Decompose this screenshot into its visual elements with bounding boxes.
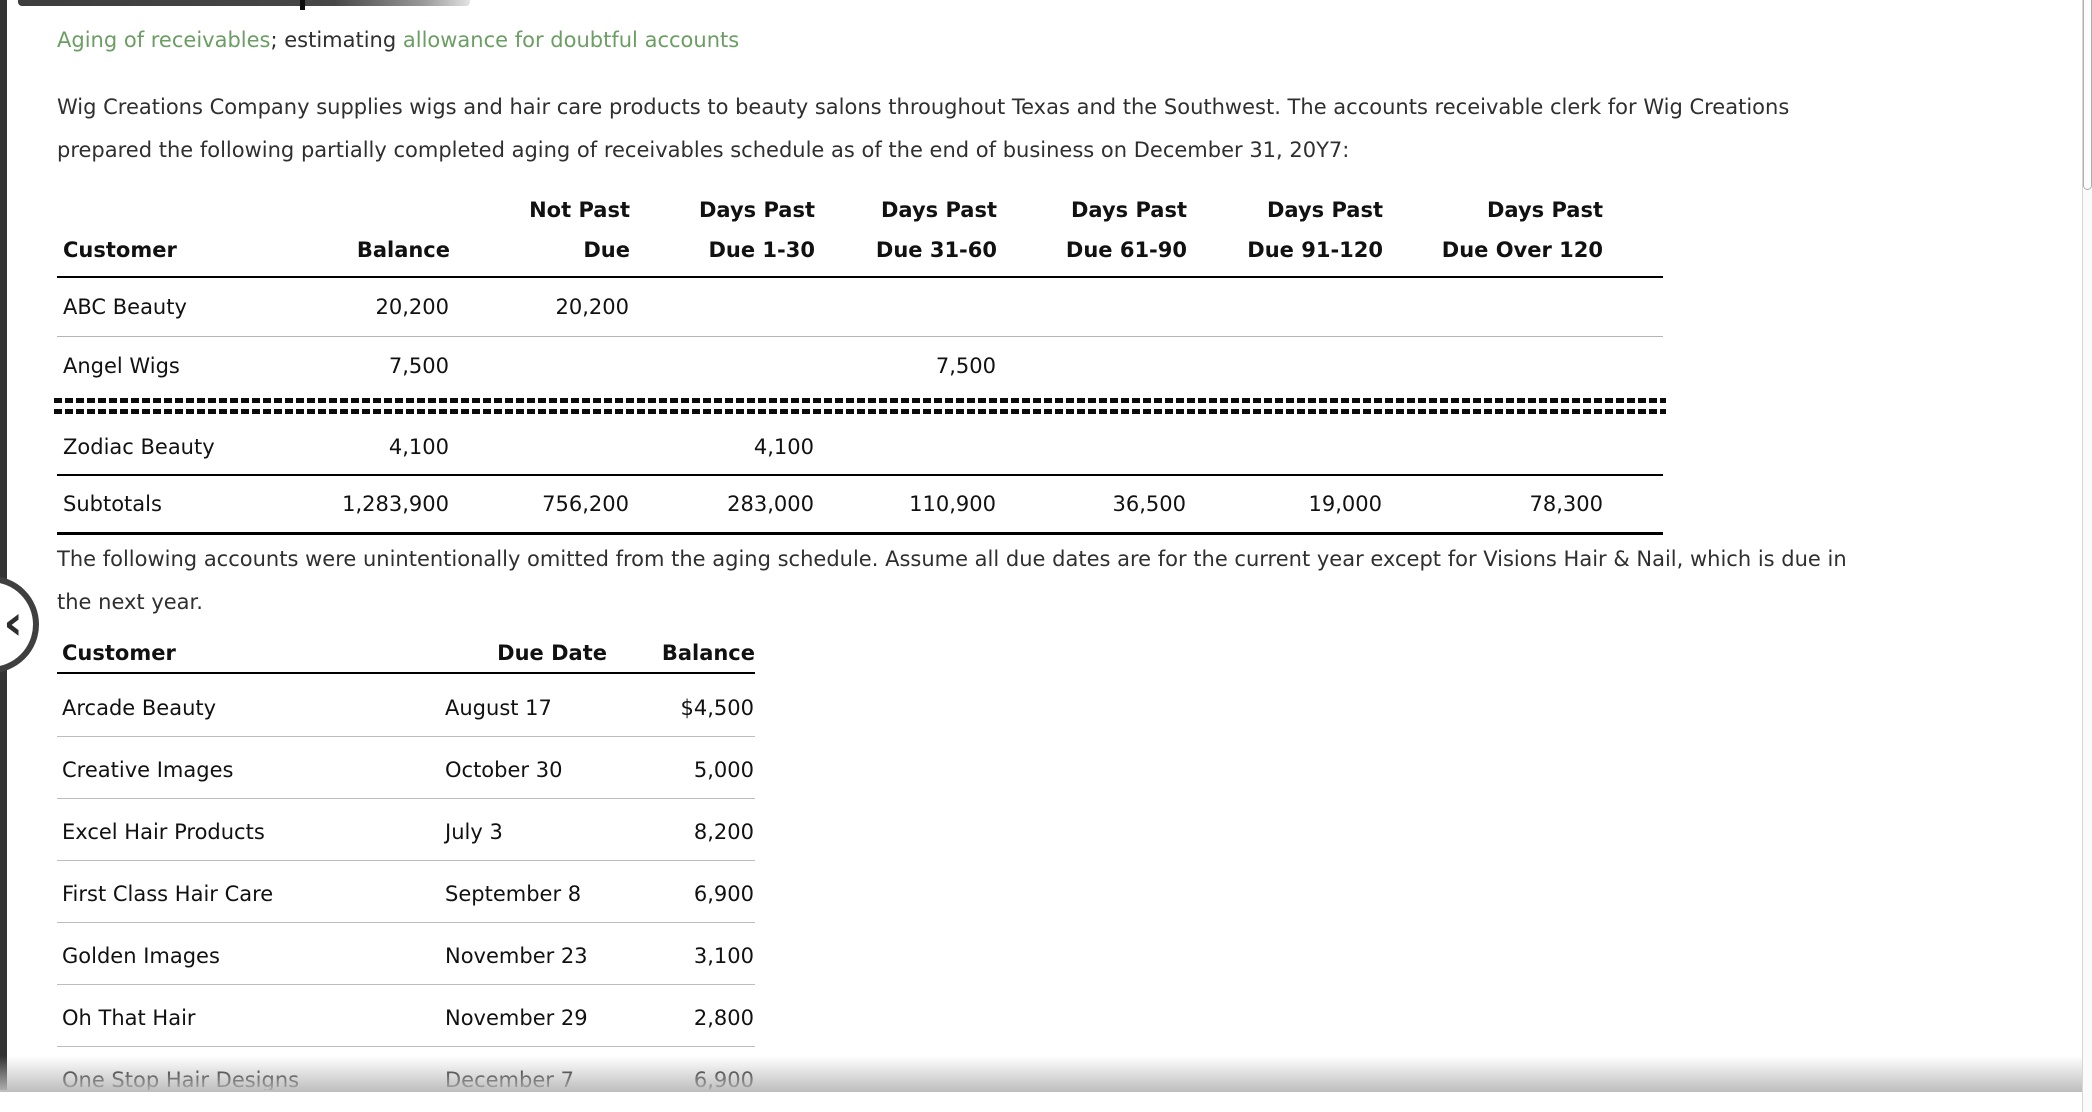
omitted-cell: Excel Hair Products: [62, 820, 265, 844]
aging-cell: [630, 337, 815, 396]
aging-cell: [450, 337, 630, 396]
aging-of-receivables-table: Customer Balance Not Past Due Days Past Due …: [54, 190, 1666, 535]
aging-cell: 7,500: [935, 354, 996, 378]
aging-cell: [997, 277, 1187, 337]
omitted-cell: August 17: [445, 695, 552, 720]
omitted-table-header: Customer Due Date Balance: [57, 640, 755, 673]
dashed-line: [54, 398, 1666, 403]
aging-cell: [1383, 337, 1663, 396]
aging-header-cell: Not Past Due: [529, 198, 630, 262]
aging-cell: 110,900: [909, 492, 996, 516]
omitted-cell: July 3: [445, 820, 503, 844]
omitted-row: Oh That Hair November 29 2,800: [57, 985, 755, 1047]
aging-cell: 36,500: [1112, 492, 1186, 516]
aging-header-cell: Days Past Due Over 120: [1441, 198, 1603, 262]
aging-header-cell: Days Past Due 31-60: [875, 198, 997, 262]
scroll-bottom-edge: [0, 1090, 2082, 1112]
aging-table-header: Customer Balance Not Past Due Days Past Due …: [57, 190, 1663, 277]
aging-row: Angel Wigs 7,500 7,500: [57, 337, 1663, 396]
aging-header-row: Customer Balance Not Past Due Days Past Due …: [57, 190, 1663, 277]
chevron-left-icon: ‹: [3, 594, 23, 651]
aging-cell: Angel Wigs: [63, 354, 180, 378]
intro-paragraph: Wig Creations Company supplies wigs and …: [57, 95, 1790, 162]
aging-cell: [815, 277, 997, 337]
collapse-panel-button[interactable]: ‹: [0, 576, 39, 673]
omitted-rows-separator: [54, 395, 1666, 419]
aging-cell: Zodiac Beauty: [63, 434, 215, 459]
omitted-cell: November 23: [445, 944, 588, 968]
aging-header-cell: Days Past Due 1-30: [699, 198, 815, 262]
omitted-row: First Class Hair Care September 8 6,900: [57, 861, 755, 923]
aging-cell: [815, 419, 997, 475]
aging-cell: [1187, 337, 1383, 396]
aging-subtotals-row: Subtotals 1,283,900 756,200 283,000 110,900 3…: [57, 475, 1663, 534]
omitted-row: Arcade Beauty August 17 $4,500: [57, 673, 755, 737]
aging-cell: 4,100: [388, 434, 449, 459]
scroll-bottom-fade: [0, 1056, 2082, 1090]
omitted-paragraph: The following accounts were unintentiona…: [57, 547, 1847, 614]
omitted-row: Excel Hair Products July 3 8,200: [57, 799, 755, 861]
omitted-cell: First Class Hair Care: [62, 882, 274, 906]
omitted-cell: Arcade Beauty: [62, 695, 217, 720]
omitted-cell: November 29: [445, 1006, 588, 1030]
omitted-accounts-table: Customer Due Date Balance Arcade Beauty Aug…: [57, 640, 755, 1112]
aging-cell: [450, 419, 630, 475]
allowance-doubtful-accounts-link[interactable]: allowance for doubtful accounts: [402, 28, 740, 52]
omitted-cell: September 8: [445, 882, 582, 906]
title-middle-text: ; estimating: [270, 28, 403, 52]
omitted-header-cell: Customer: [62, 641, 176, 665]
omitted-cell: October 30: [445, 758, 563, 782]
omitted-header-cell: Balance: [661, 641, 755, 665]
scrolled-content-tick: [300, 0, 305, 10]
aging-cell: [997, 419, 1187, 475]
scrollbar-thumb[interactable]: [2083, 0, 2092, 190]
aging-cell: [630, 277, 815, 337]
aging-row: Zodiac Beauty 4,100 4,100: [57, 419, 1663, 475]
aging-cell: Subtotals: [63, 492, 162, 516]
aging-cell: [1383, 419, 1663, 475]
dashed-line: [54, 409, 1666, 414]
aging-cell: 4,100: [753, 434, 814, 459]
omitted-cell: 2,800: [693, 1006, 754, 1030]
aging-cell: 20,200: [555, 295, 629, 319]
omitted-row: Creative Images October 30 5,000: [57, 737, 755, 799]
problem-title: Aging of receivables; estimating allowan…: [57, 28, 739, 52]
aging-of-receivables-link[interactable]: Aging of receivables: [57, 28, 271, 52]
aging-cell: 19,000: [1308, 492, 1382, 516]
aging-cell: 1,283,900: [342, 492, 449, 516]
aging-cell: ABC Beauty: [63, 295, 187, 319]
aging-header-cell: Days Past Due 91-120: [1247, 198, 1383, 262]
omitted-cell: 6,900: [693, 882, 754, 906]
omitted-row: Golden Images November 23 3,100: [57, 923, 755, 985]
omitted-header-cell: Due Date: [497, 641, 607, 665]
aging-cell: [997, 337, 1187, 396]
omitted-cell: Oh That Hair: [62, 1006, 196, 1030]
aging-cell: [1187, 277, 1383, 337]
aging-header-cell: Balance: [356, 238, 450, 262]
omitted-cell: Golden Images: [62, 944, 220, 968]
aging-header-cell: Customer: [63, 238, 177, 262]
omitted-cell: 3,100: [693, 944, 754, 968]
scrolled-content-edge: [18, 0, 470, 6]
left-panel-edge: [0, 0, 7, 1090]
aging-cell: [1383, 277, 1663, 337]
omitted-cell: Creative Images: [62, 758, 234, 782]
omitted-header-row: Customer Due Date Balance: [57, 640, 755, 673]
aging-cell: 283,000: [727, 492, 814, 516]
aging-cell: 20,200: [375, 295, 449, 319]
vertical-scrollbar[interactable]: [2082, 0, 2092, 1112]
aging-header-cell: Days Past Due 61-90: [1065, 198, 1187, 262]
aging-cell: 756,200: [542, 492, 629, 516]
aging-cell: 78,300: [1529, 492, 1603, 516]
aging-row: ABC Beauty 20,200 20,200: [57, 277, 1663, 337]
omitted-cell: 5,000: [693, 758, 754, 782]
omitted-cell: 8,200: [693, 820, 754, 844]
aging-cell: [1187, 419, 1383, 475]
omitted-cell: $4,500: [680, 695, 754, 720]
aging-cell: 7,500: [388, 354, 449, 378]
